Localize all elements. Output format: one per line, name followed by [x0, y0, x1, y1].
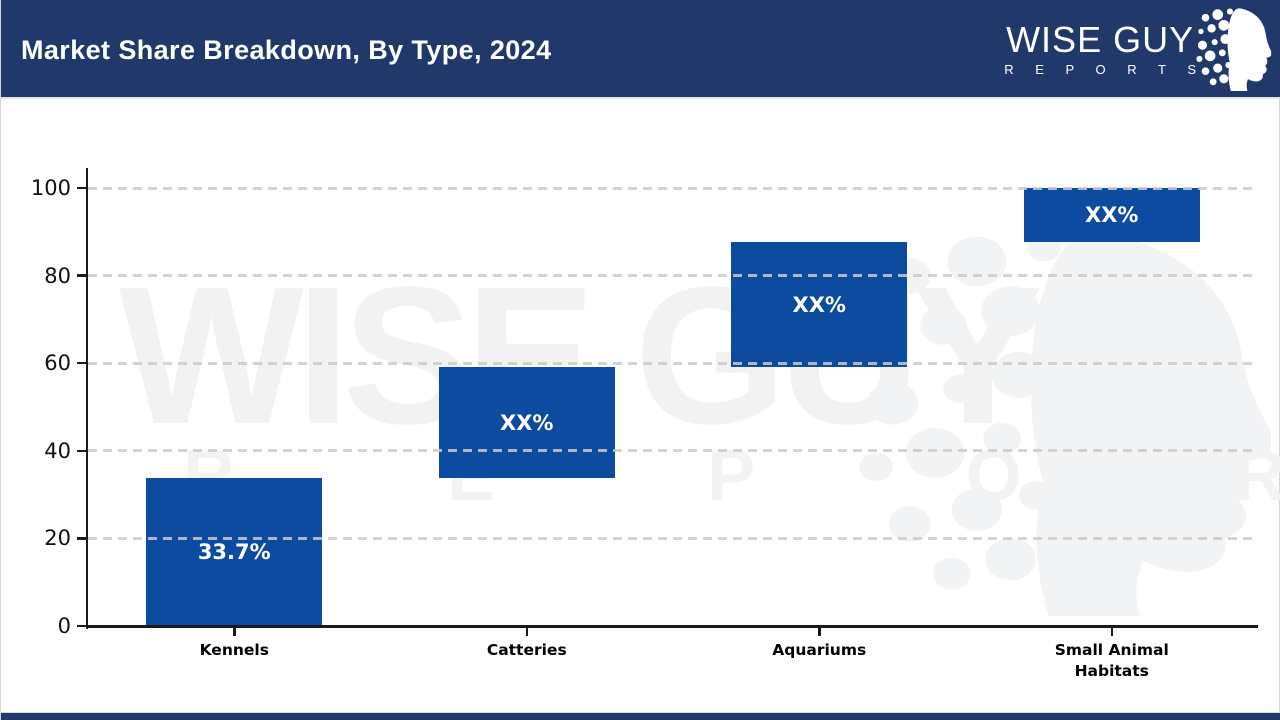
brand-logo-text: WISE GUY R E P O R T S — [995, 18, 1205, 77]
y-tick-label-20: 20 — [44, 526, 71, 551]
x-tick-small-animal-habitats — [1110, 628, 1113, 636]
gridline-80 — [88, 274, 1258, 278]
bar-value-label-catteries: XX% — [500, 410, 554, 435]
bar-value-label-aquariums: XX% — [792, 292, 846, 317]
y-tick-40 — [77, 449, 86, 453]
wiseguy-head-icon — [1196, 8, 1272, 91]
y-tick-0 — [77, 624, 86, 628]
y-axis-spine — [85, 168, 88, 629]
gridline-40 — [88, 449, 1258, 453]
y-tick-label-100: 100 — [30, 176, 71, 200]
gridline-20 — [88, 536, 1258, 540]
bar-aquariums — [731, 242, 908, 367]
bar-value-label-small-animal-habitats: XX% — [1085, 203, 1139, 228]
footer-accent-bar — [1, 713, 1280, 720]
bar-catteries — [438, 366, 615, 479]
x-tick-catteries — [525, 628, 528, 636]
gridline-60 — [88, 361, 1258, 365]
x-axis-spine — [85, 625, 1258, 628]
y-tick-20 — [77, 537, 86, 540]
gridline-100 — [88, 186, 1258, 190]
header-bar: Market Share Breakdown, By Type, 2024 WI… — [1, 0, 1280, 99]
y-tick-100 — [77, 186, 86, 190]
category-label-aquariums: Aquariums — [772, 641, 867, 659]
category-label-kennels: Kennels — [199, 641, 269, 659]
bar-small-animal-habitats — [1023, 188, 1200, 243]
y-tick-60 — [77, 361, 86, 365]
page-title: Market Share Breakdown, By Type, 2024 — [21, 35, 552, 65]
y-tick-label-80: 80 — [44, 263, 71, 288]
y-tick-label-40: 40 — [44, 438, 71, 463]
x-tick-kennels — [233, 628, 236, 636]
category-label-small-animal-habitats: Small Animal Habitats — [1054, 641, 1169, 680]
footer-hairline — [1, 712, 1280, 713]
bar-value-label-kennels: 33.7% — [197, 540, 271, 565]
y-tick-80 — [77, 274, 86, 277]
bar-kennels — [146, 478, 323, 626]
brand-subtitle: R E P O R T S — [1004, 61, 1205, 77]
y-tick-label-0: 0 — [57, 614, 71, 638]
category-label-catteries: Catteries — [486, 641, 567, 659]
brand-name: WISE GUY — [1006, 18, 1195, 60]
brand-logo: WISE GUY R E P O R T S — [995, 6, 1273, 92]
x-tick-aquariums — [818, 628, 821, 636]
y-tick-label-60: 60 — [44, 351, 71, 376]
